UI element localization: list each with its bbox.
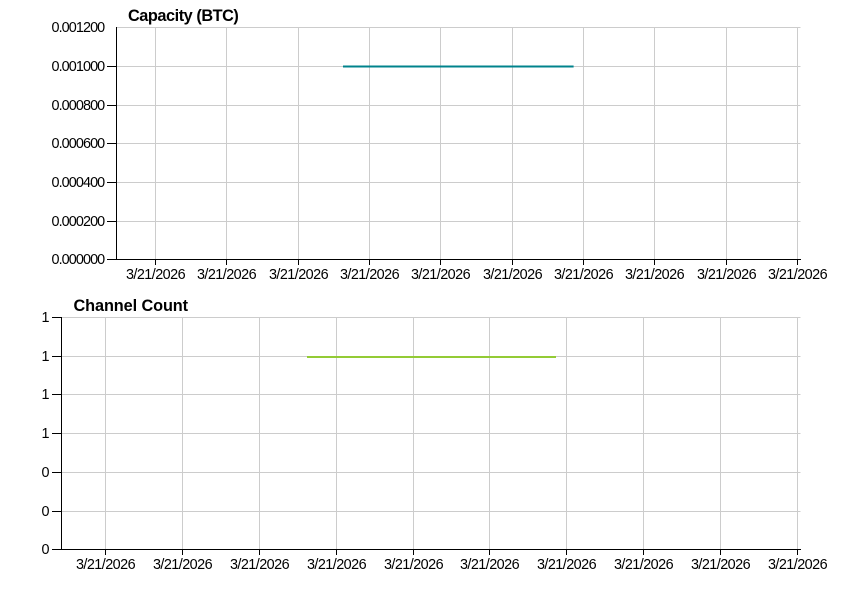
svg-text:3/21/2026: 3/21/2026 xyxy=(153,557,213,573)
svg-text:3/21/2026: 3/21/2026 xyxy=(269,267,329,283)
svg-text:0.001200: 0.001200 xyxy=(51,20,105,36)
svg-text:3/21/2026: 3/21/2026 xyxy=(384,557,444,573)
svg-text:1: 1 xyxy=(41,349,49,365)
svg-text:3/21/2026: 3/21/2026 xyxy=(230,557,290,573)
svg-text:3/21/2026: 3/21/2026 xyxy=(460,557,520,573)
svg-text:3/21/2026: 3/21/2026 xyxy=(614,557,674,573)
svg-text:3/21/2026: 3/21/2026 xyxy=(307,557,367,573)
svg-text:3/21/2026: 3/21/2026 xyxy=(554,267,614,283)
svg-text:1: 1 xyxy=(41,426,49,442)
svg-text:3/21/2026: 3/21/2026 xyxy=(197,267,257,283)
svg-text:0.000200: 0.000200 xyxy=(51,214,105,230)
svg-text:0.001000: 0.001000 xyxy=(51,59,105,75)
svg-text:0.000400: 0.000400 xyxy=(51,175,105,191)
svg-text:0.000000: 0.000000 xyxy=(51,252,105,268)
svg-text:3/21/2026: 3/21/2026 xyxy=(768,557,828,573)
svg-text:0: 0 xyxy=(41,542,49,558)
svg-text:1: 1 xyxy=(41,310,49,326)
svg-text:3/21/2026: 3/21/2026 xyxy=(697,267,757,283)
svg-text:Capacity (BTC): Capacity (BTC) xyxy=(128,7,238,25)
svg-text:3/21/2026: 3/21/2026 xyxy=(691,557,751,573)
svg-text:0.000600: 0.000600 xyxy=(51,136,105,152)
svg-text:Channel Count: Channel Count xyxy=(74,297,189,315)
svg-text:3/21/2026: 3/21/2026 xyxy=(625,267,685,283)
svg-text:0.000800: 0.000800 xyxy=(51,98,105,114)
svg-text:3/21/2026: 3/21/2026 xyxy=(76,557,136,573)
svg-text:3/21/2026: 3/21/2026 xyxy=(340,267,400,283)
svg-text:0: 0 xyxy=(41,465,49,481)
svg-text:3/21/2026: 3/21/2026 xyxy=(411,267,471,283)
svg-text:3/21/2026: 3/21/2026 xyxy=(126,267,186,283)
svg-text:1: 1 xyxy=(41,387,49,403)
svg-text:3/21/2026: 3/21/2026 xyxy=(483,267,543,283)
svg-text:0: 0 xyxy=(41,504,49,520)
svg-text:3/21/2026: 3/21/2026 xyxy=(768,267,828,283)
svg-text:3/21/2026: 3/21/2026 xyxy=(537,557,597,573)
